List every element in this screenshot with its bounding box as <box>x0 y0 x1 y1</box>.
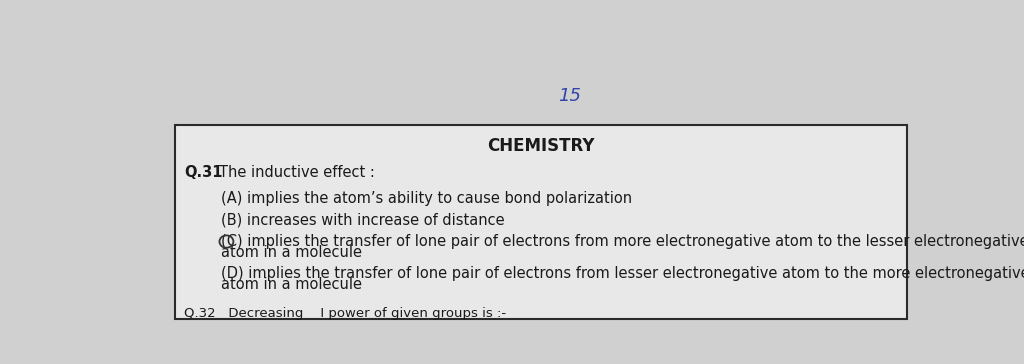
Text: (A) implies the atom’s ability to cause bond polarization: (A) implies the atom’s ability to cause … <box>221 191 632 206</box>
Text: (B) increases with increase of distance: (B) increases with increase of distance <box>221 213 505 228</box>
Bar <box>174 124 907 319</box>
Text: (D) implies the transfer of lone pair of electrons from lesser electronegative a: (D) implies the transfer of lone pair of… <box>221 266 1024 281</box>
Text: The inductive effect :: The inductive effect : <box>219 165 376 180</box>
Text: 15: 15 <box>558 87 582 105</box>
Text: Q.31: Q.31 <box>183 165 222 180</box>
Text: atom in a molecule: atom in a molecule <box>221 277 362 292</box>
Text: (C) implies the transfer of lone pair of electrons from more electronegative ato: (C) implies the transfer of lone pair of… <box>221 234 1024 249</box>
Text: Q.32   Decreasing    I power of given groups is :-: Q.32 Decreasing I power of given groups … <box>183 307 506 320</box>
Text: atom in a molecule: atom in a molecule <box>221 245 362 260</box>
Text: CHEMISTRY: CHEMISTRY <box>487 137 595 155</box>
